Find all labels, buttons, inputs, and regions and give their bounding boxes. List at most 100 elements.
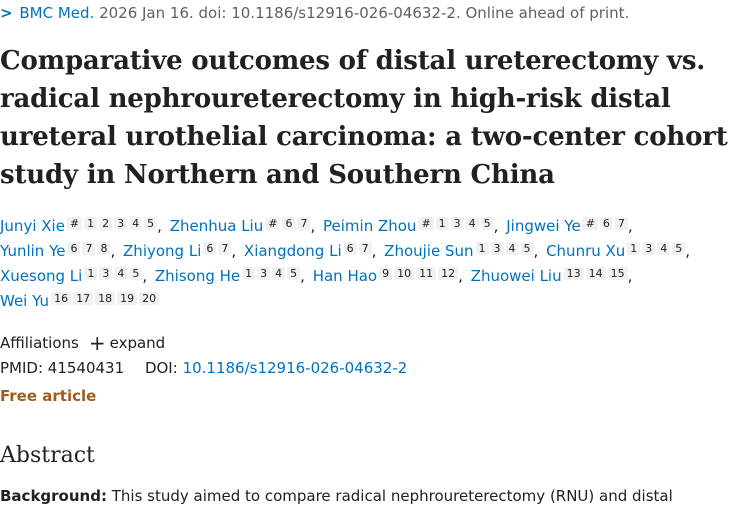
author-name-link[interactable]: Peimin Zhou bbox=[323, 217, 417, 235]
affiliation-marker[interactable]: 5 bbox=[129, 267, 143, 280]
abstract-background-text: This study aimed to compare radical neph… bbox=[106, 487, 673, 505]
author-name-link[interactable]: Wei Yu bbox=[0, 292, 50, 310]
affiliation-marker[interactable]: # bbox=[66, 217, 83, 230]
affiliation-marker[interactable]: 18 bbox=[95, 292, 116, 305]
affiliation-marker[interactable]: 7 bbox=[218, 242, 232, 255]
author-separator: , bbox=[685, 242, 691, 260]
author-item: Zhoujie Sun 1 3 4 5, bbox=[384, 242, 541, 260]
author-separator: , bbox=[627, 267, 633, 285]
affiliation-marker[interactable]: 1 bbox=[435, 217, 449, 230]
affiliation-marker[interactable]: 5 bbox=[144, 217, 158, 230]
affiliation-marker[interactable]: 6 bbox=[343, 242, 357, 255]
affiliation-marker[interactable]: 15 bbox=[607, 267, 628, 280]
author-item: Yunlin Ye 6 7 8, bbox=[0, 242, 118, 260]
affiliation-marker[interactable]: 1 bbox=[84, 217, 98, 230]
affiliation-marker[interactable]: 5 bbox=[287, 267, 301, 280]
affiliation-marker[interactable]: 4 bbox=[465, 217, 479, 230]
author-separator: , bbox=[157, 217, 162, 235]
citation-details: 2026 Jan 16. doi: 10.1186/s12916-026-046… bbox=[94, 4, 630, 22]
affiliation-marker[interactable]: 3 bbox=[450, 217, 464, 230]
doi-link[interactable]: 10.1186/s12916-026-04632-2 bbox=[182, 359, 408, 377]
expand-label[interactable]: expand bbox=[109, 334, 166, 352]
affiliation-marker[interactable]: 6 bbox=[67, 242, 81, 255]
affiliation-marker[interactable]: 4 bbox=[114, 267, 128, 280]
affiliation-marker[interactable]: 10 bbox=[394, 267, 415, 280]
affiliation-marker[interactable]: # bbox=[418, 217, 434, 230]
affiliation-marker[interactable]: 1 bbox=[242, 267, 256, 280]
affiliation-marker[interactable]: 19 bbox=[117, 292, 138, 305]
affiliation-marker[interactable]: 20 bbox=[139, 292, 160, 305]
author-name-link[interactable]: Han Hao bbox=[312, 267, 378, 285]
affiliation-marker[interactable]: 2 bbox=[99, 217, 113, 230]
author-name-link[interactable]: Zhiyong Li bbox=[123, 242, 202, 260]
affiliation-marker[interactable]: 14 bbox=[585, 267, 606, 280]
affiliation-marker[interactable]: # bbox=[582, 217, 598, 230]
author-item: Zhisong He 1 3 4 5, bbox=[155, 267, 308, 285]
affiliation-marker[interactable]: 3 bbox=[257, 267, 271, 280]
free-article-badge: Free article bbox=[0, 387, 97, 405]
affiliation-marker[interactable]: 17 bbox=[73, 292, 94, 305]
abstract-background: Background: This study aimed to compare … bbox=[0, 487, 673, 505]
affiliation-marker[interactable]: 3 bbox=[642, 242, 656, 255]
journal-link[interactable]: BMC Med. bbox=[19, 4, 95, 22]
affiliation-marker[interactable]: 5 bbox=[520, 242, 534, 255]
author-item: Peimin Zhou #1 3 4 5, bbox=[323, 217, 501, 235]
affiliation-marker[interactable]: 11 bbox=[416, 267, 437, 280]
affiliation-marker[interactable]: 16 bbox=[51, 292, 72, 305]
affiliation-marker[interactable]: 4 bbox=[129, 217, 143, 230]
author-item: Han Hao 9 10 11 12, bbox=[313, 267, 466, 285]
author-name-link[interactable]: Xuesong Li bbox=[0, 267, 83, 285]
author-name-link[interactable]: Zhenhua Liu bbox=[169, 217, 264, 235]
affiliation-marker[interactable]: 6 bbox=[599, 217, 613, 230]
authors-list: Junyi Xie #1 2 3 4 5, Zhenhua Liu #6 7, Peimin … bbox=[0, 214, 748, 314]
affiliation-marker[interactable]: 6 bbox=[282, 217, 296, 230]
affiliations-label: Affiliations bbox=[0, 334, 79, 352]
author-separator: , bbox=[533, 242, 539, 260]
affiliation-marker[interactable]: 5 bbox=[480, 217, 494, 230]
author-separator: , bbox=[627, 217, 633, 235]
author-name-link[interactable]: Xiangdong Li bbox=[243, 242, 342, 260]
affiliation-marker[interactable]: 4 bbox=[272, 267, 286, 280]
author-item: Junyi Xie #1 2 3 4 5, bbox=[0, 217, 165, 235]
affiliation-marker[interactable]: 7 bbox=[82, 242, 96, 255]
affiliation-marker[interactable]: 1 bbox=[475, 242, 489, 255]
author-name-link[interactable]: Yunlin Ye bbox=[0, 242, 66, 260]
affiliation-marker[interactable]: 3 bbox=[490, 242, 504, 255]
author-item: Wei Yu 16 17 18 19 20 bbox=[0, 292, 160, 310]
author-name-link[interactable]: Chunru Xu bbox=[546, 242, 626, 260]
affiliation-marker[interactable]: 7 bbox=[358, 242, 372, 255]
affiliation-marker[interactable]: 6 bbox=[203, 242, 217, 255]
author-separator: , bbox=[493, 217, 499, 235]
affiliation-marker[interactable]: 9 bbox=[379, 267, 393, 280]
affiliation-marker[interactable]: 3 bbox=[99, 267, 113, 280]
author-name-link[interactable]: Zhisong He bbox=[154, 267, 241, 285]
author-separator: , bbox=[458, 267, 463, 285]
author-name-link[interactable]: Jingwei Ye bbox=[506, 217, 581, 235]
author-item: Xuesong Li 1 3 4 5, bbox=[0, 267, 150, 285]
affiliation-marker[interactable]: 1 bbox=[84, 267, 98, 280]
affiliation-marker[interactable]: 5 bbox=[672, 242, 686, 255]
affiliation-marker[interactable]: 8 bbox=[97, 242, 111, 255]
affiliations-toggle[interactable]: Affiliations + expand bbox=[0, 331, 165, 355]
affiliation-marker[interactable]: 1 bbox=[627, 242, 641, 255]
affiliation-marker[interactable]: 13 bbox=[563, 267, 584, 280]
author-item: Jingwei Ye #6 7, bbox=[506, 217, 635, 235]
author-separator: , bbox=[300, 267, 305, 285]
pmid-value: 41540431 bbox=[47, 359, 125, 377]
chevron-right-icon[interactable]: > bbox=[0, 4, 13, 22]
pmid-label: PMID: bbox=[0, 359, 44, 377]
author-separator: , bbox=[371, 242, 377, 260]
affiliation-marker[interactable]: 7 bbox=[297, 217, 311, 230]
author-name-link[interactable]: Zhoujie Sun bbox=[384, 242, 474, 260]
affiliation-marker[interactable]: 12 bbox=[438, 267, 459, 280]
affiliation-marker[interactable]: 3 bbox=[114, 217, 128, 230]
author-item: Zhiyong Li 6 7, bbox=[123, 242, 239, 260]
author-name-link[interactable]: Junyi Xie bbox=[0, 217, 65, 235]
affiliation-marker[interactable]: 7 bbox=[614, 217, 628, 230]
affiliation-marker[interactable]: # bbox=[265, 217, 281, 230]
affiliation-marker[interactable]: 4 bbox=[505, 242, 519, 255]
author-name-link[interactable]: Zhuowei Liu bbox=[470, 267, 562, 285]
abstract-heading: Abstract bbox=[0, 443, 95, 468]
affiliation-marker[interactable]: 4 bbox=[657, 242, 671, 255]
article-identifiers: PMID: 41540431 DOI: 10.1186/s12916-026-0… bbox=[0, 359, 407, 377]
